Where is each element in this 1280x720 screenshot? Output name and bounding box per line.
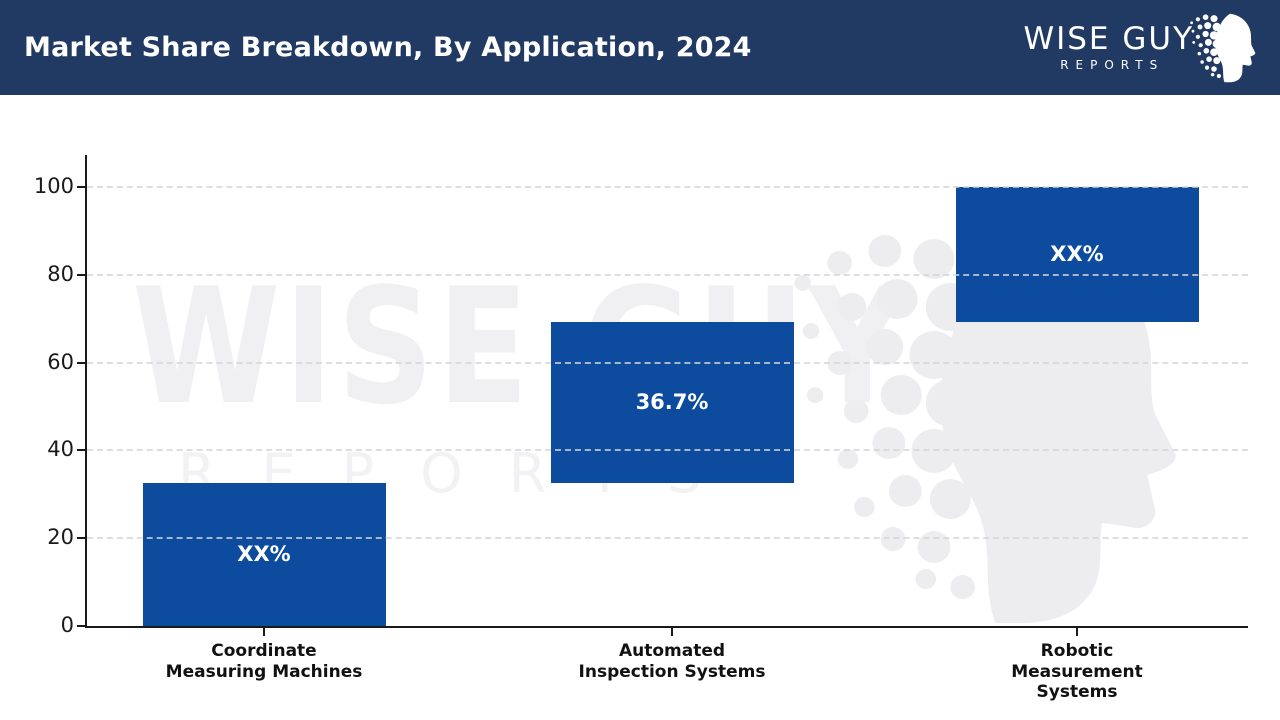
- y-tick-40: [77, 449, 85, 452]
- bar-2: 36.7%: [550, 321, 794, 483]
- gridline-40: [87, 449, 1248, 452]
- y-tick-label-100: 100: [33, 174, 74, 198]
- chart-area: WISE GUY REPORTS 0 20 40 60 80 100 XX% Coordina…: [0, 95, 1280, 720]
- y-tick-60: [77, 361, 85, 364]
- y-tick-label-60: 60: [47, 349, 74, 374]
- logo-wordmark: WISE GUY: [1023, 21, 1194, 58]
- logo-text: WISE GUY REPORTS: [1023, 23, 1194, 72]
- bar-label-3: XX%: [1050, 242, 1104, 267]
- gridline-80: [87, 273, 1248, 276]
- y-tick-0: [77, 625, 85, 627]
- y-tick-label-20: 20: [47, 525, 74, 550]
- y-tick-label-0: 0: [60, 613, 74, 637]
- x-tick-1: [263, 628, 265, 636]
- y-tick-80: [77, 273, 85, 276]
- wiseguy-logo: WISE GUY REPORTS: [1023, 11, 1256, 85]
- y-tick-20: [77, 537, 85, 540]
- logo-subtext: REPORTS: [1060, 57, 1165, 72]
- x-category-label-2: Automated Inspection Systems: [578, 641, 766, 682]
- x-category-label-3: Robotic Measurement Systems: [1011, 641, 1143, 703]
- page-title: Market Share Breakdown, By Application, …: [24, 32, 752, 63]
- bar-label-2: 36.7%: [635, 390, 709, 415]
- x-tick-2: [671, 628, 673, 636]
- y-tick-label-80: 80: [47, 261, 74, 286]
- y-tick-100: [77, 186, 85, 188]
- plot-area: 0 20 40 60 80 100 XX% Coordinate Measuring Mach…: [0, 95, 1280, 720]
- bar-3: XX%: [955, 187, 1199, 322]
- y-tick-label-40: 40: [47, 437, 74, 462]
- gridline-60: [87, 361, 1248, 364]
- wiseguy-head-icon: [1190, 13, 1256, 82]
- y-axis-line: [85, 155, 87, 628]
- x-axis-line: [85, 626, 1248, 628]
- x-tick-3: [1076, 628, 1078, 636]
- bar-label-1: XX%: [237, 542, 291, 567]
- bar-1: XX%: [142, 482, 386, 626]
- gridline-20: [87, 537, 1248, 540]
- x-category-label-1: Coordinate Measuring Machines: [165, 641, 363, 682]
- header-bar: Market Share Breakdown, By Application, …: [0, 0, 1280, 95]
- gridline-100: [87, 186, 1248, 188]
